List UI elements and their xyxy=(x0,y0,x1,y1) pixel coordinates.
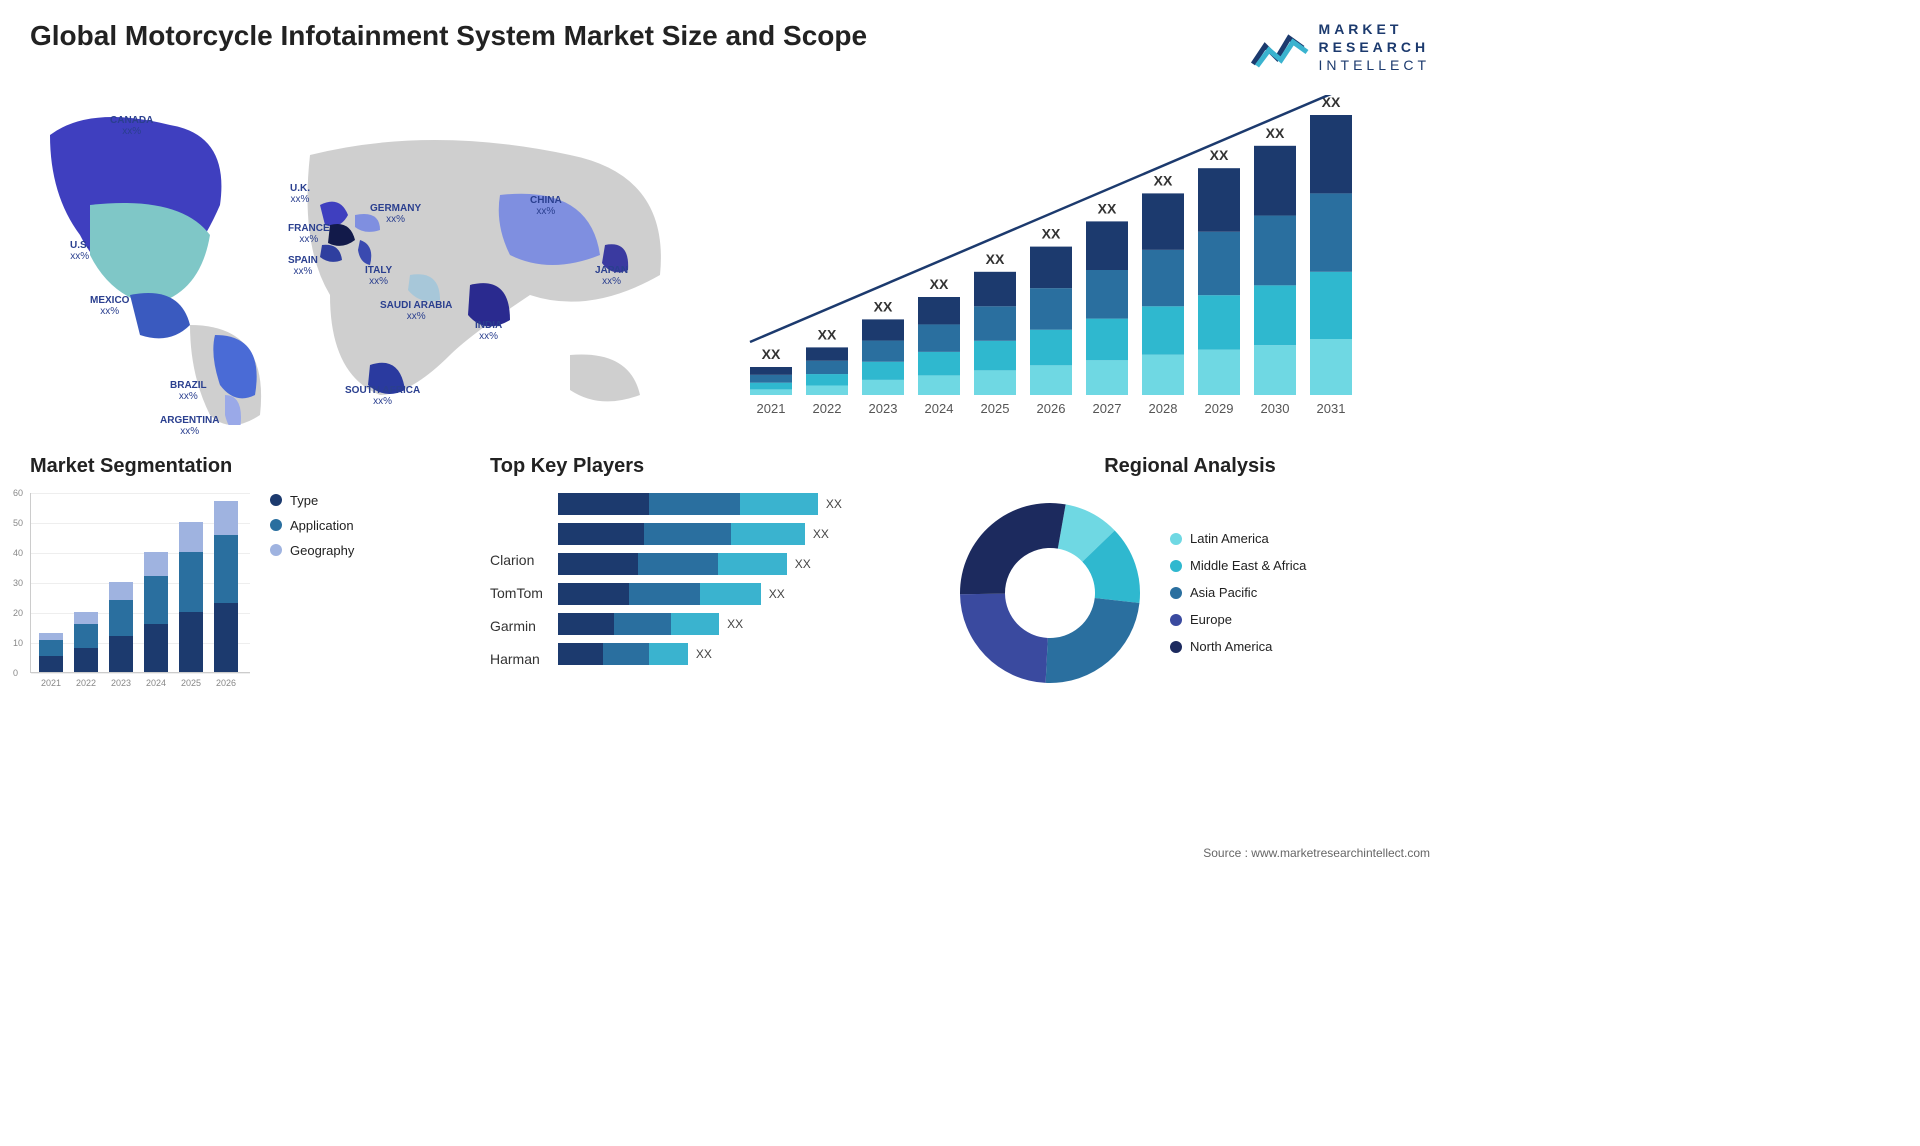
svg-text:2021: 2021 xyxy=(757,401,786,416)
svg-text:XX: XX xyxy=(1042,225,1061,241)
svg-text:XX: XX xyxy=(818,326,837,342)
player-bar-row: XX xyxy=(558,613,920,635)
segmentation-chart: 0102030405060202120222023202420252026 xyxy=(30,493,250,673)
svg-text:2025: 2025 xyxy=(981,401,1010,416)
map-label: U.K.xx% xyxy=(290,183,310,205)
map-label: U.S.xx% xyxy=(70,240,89,262)
svg-text:XX: XX xyxy=(1098,200,1117,216)
svg-text:XX: XX xyxy=(762,346,781,362)
map-label: CHINAxx% xyxy=(530,195,562,217)
map-label: SAUDI ARABIAxx% xyxy=(380,300,452,322)
svg-text:XX: XX xyxy=(930,276,949,292)
growth-bar-chart: XX 2021 XX 2022 XX 2023 XX 2024 XX 2025 XX 2026 XX 20… xyxy=(730,95,1430,425)
map-label: INDIAxx% xyxy=(475,320,502,342)
map-label: ARGENTINAxx% xyxy=(160,415,219,437)
players-panel: Top Key Players Clarion TomTom Garmin Harma… xyxy=(490,455,920,693)
page-title: Global Motorcycle Infotainment System Ma… xyxy=(30,20,867,52)
player-bar-row: XX xyxy=(558,553,920,575)
regional-donut xyxy=(950,493,1150,693)
legend-item: Middle East & Africa xyxy=(1170,558,1306,573)
map-label: MEXICOxx% xyxy=(90,295,129,317)
segmentation-title: Market Segmentation xyxy=(30,455,460,478)
source-label: Source : www.marketresearchintellect.com xyxy=(1203,846,1430,860)
svg-text:2024: 2024 xyxy=(925,401,954,416)
svg-text:XX: XX xyxy=(1266,124,1285,140)
regional-panel: Regional Analysis Latin America Middle Ea… xyxy=(950,455,1430,693)
legend-item: Type xyxy=(270,493,354,508)
svg-text:2022: 2022 xyxy=(813,401,842,416)
map-label: SOUTH AFRICAxx% xyxy=(345,385,420,407)
legend-item: Latin America xyxy=(1170,531,1306,546)
svg-text:2031: 2031 xyxy=(1317,401,1346,416)
legend-item: Asia Pacific xyxy=(1170,585,1306,600)
player-bar-row: XX xyxy=(558,523,920,545)
svg-text:2030: 2030 xyxy=(1261,401,1290,416)
map-label: CANADAxx% xyxy=(110,115,153,137)
map-label: GERMANYxx% xyxy=(370,203,421,225)
player-name: Garmin xyxy=(490,618,543,634)
segmentation-panel: Market Segmentation 01020304050602021202… xyxy=(30,455,460,693)
legend-item: North America xyxy=(1170,639,1306,654)
svg-text:XX: XX xyxy=(986,250,1005,266)
player-name: TomTom xyxy=(490,585,543,601)
svg-text:2029: 2029 xyxy=(1205,401,1234,416)
map-label: FRANCExx% xyxy=(288,223,330,245)
svg-text:XX: XX xyxy=(874,298,893,314)
map-label: SPAINxx% xyxy=(288,255,318,277)
player-name: Clarion xyxy=(490,552,543,568)
brand-logo: MARKET RESEARCH INTELLECT xyxy=(1251,20,1430,75)
players-title: Top Key Players xyxy=(490,455,920,478)
logo-line3: INTELLECT xyxy=(1319,56,1430,74)
svg-text:XX: XX xyxy=(1210,147,1229,163)
player-name: Harman xyxy=(490,651,543,667)
map-label: JAPANxx% xyxy=(595,265,628,287)
legend-item: Geography xyxy=(270,543,354,558)
legend-item: Europe xyxy=(1170,612,1306,627)
svg-text:2028: 2028 xyxy=(1149,401,1178,416)
svg-text:2026: 2026 xyxy=(1037,401,1066,416)
map-label: BRAZILxx% xyxy=(170,380,207,402)
map-label: ITALYxx% xyxy=(365,265,392,287)
logo-line2: RESEARCH xyxy=(1319,38,1430,56)
regional-legend: Latin America Middle East & Africa Asia Pa… xyxy=(1170,531,1306,654)
player-bar-row: XX xyxy=(558,493,920,515)
players-bars: XX XX XX XX XX XX xyxy=(558,493,920,673)
players-labels: Clarion TomTom Garmin Harman xyxy=(490,493,543,673)
svg-text:2027: 2027 xyxy=(1093,401,1122,416)
legend-item: Application xyxy=(270,518,354,533)
player-bar-row: XX xyxy=(558,643,920,665)
regional-title: Regional Analysis xyxy=(950,455,1430,478)
svg-text:2023: 2023 xyxy=(869,401,898,416)
svg-text:XX: XX xyxy=(1154,172,1173,188)
logo-mark-icon xyxy=(1251,24,1311,70)
segmentation-legend: Type Application Geography xyxy=(270,493,354,558)
logo-line1: MARKET xyxy=(1319,20,1430,38)
world-map: CANADAxx%U.S.xx%MEXICOxx%BRAZILxx%ARGENT… xyxy=(30,95,690,425)
player-bar-row: XX xyxy=(558,583,920,605)
